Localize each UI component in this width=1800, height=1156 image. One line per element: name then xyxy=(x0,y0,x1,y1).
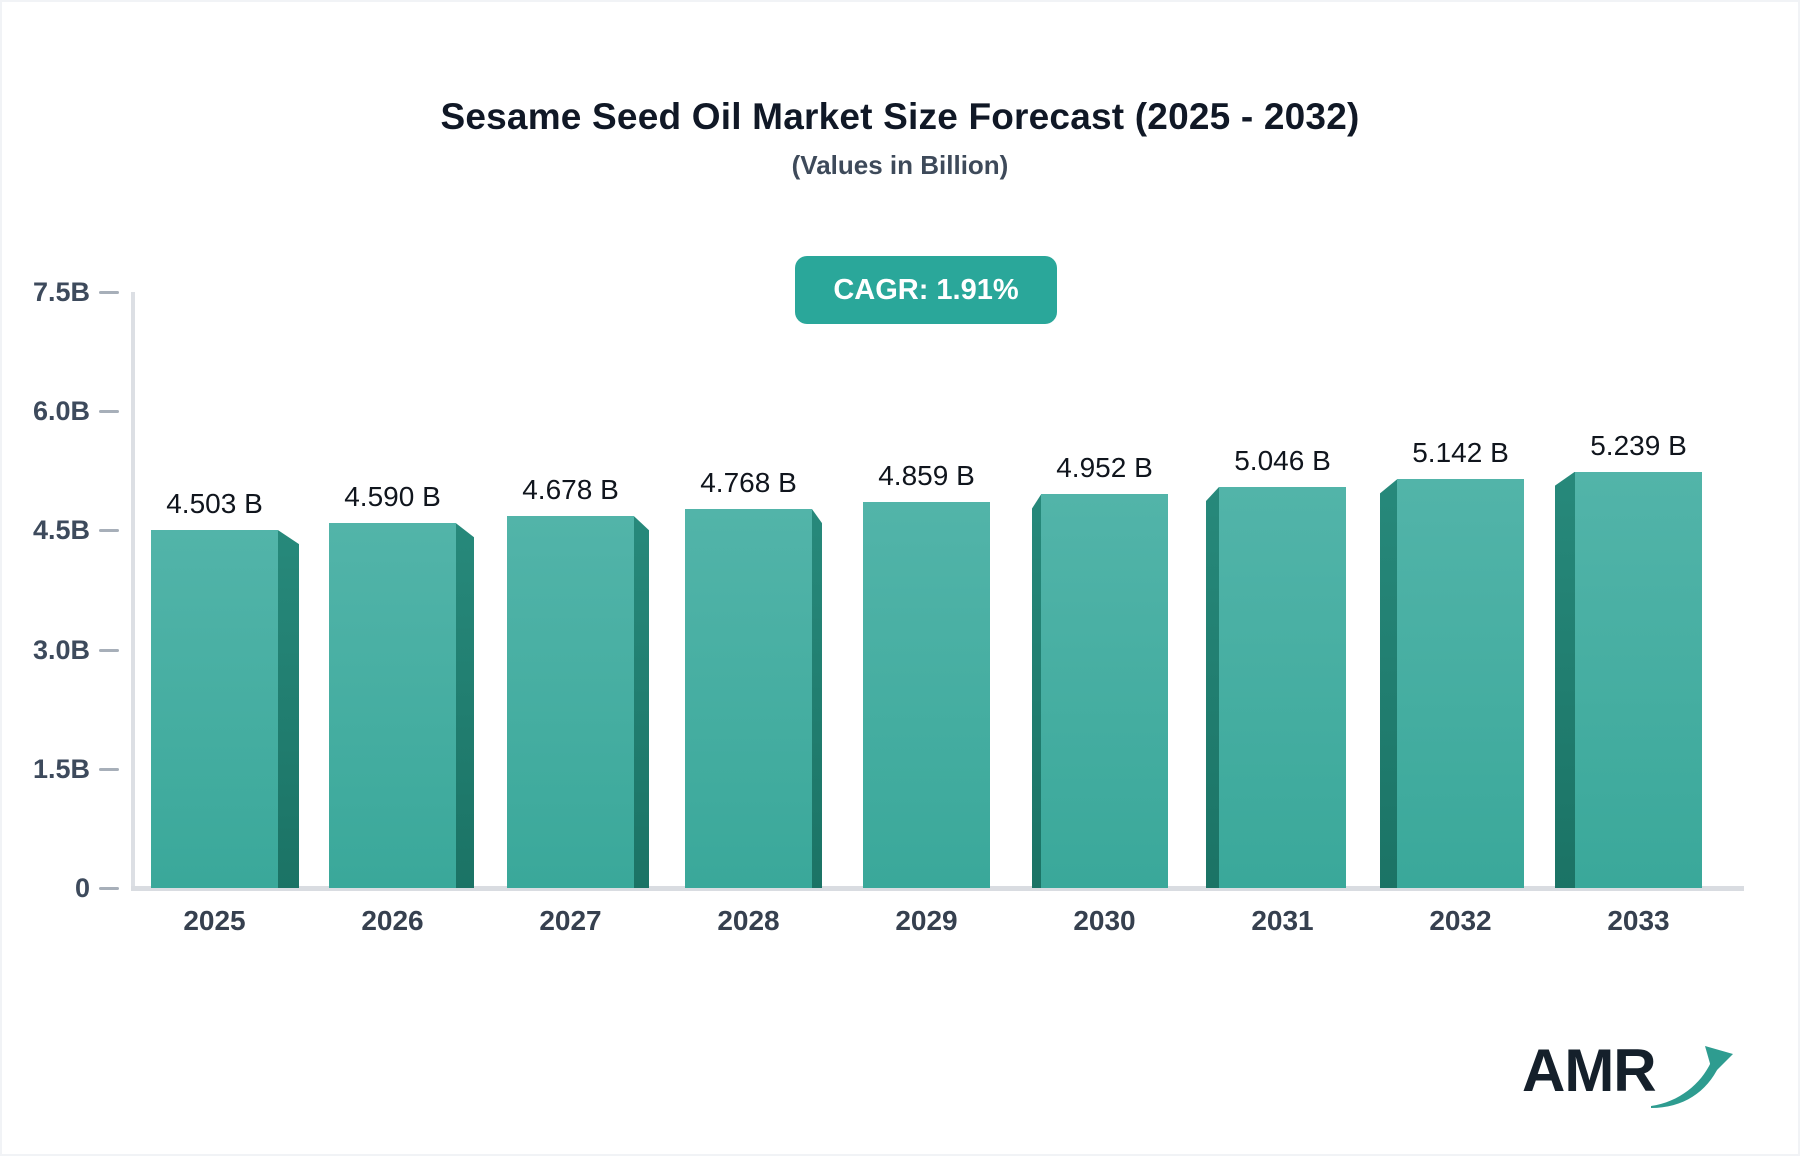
bar-3d-side xyxy=(634,516,649,888)
cagr-badge-label: CAGR: 1.91% xyxy=(833,273,1019,306)
bar-value-label: 4.952 B xyxy=(1056,452,1153,484)
bar-value-label: 5.142 B xyxy=(1412,437,1509,469)
y-axis-tick xyxy=(99,291,119,294)
bar-3d-side xyxy=(812,509,822,888)
bar-value-label: 4.590 B xyxy=(344,481,441,513)
bar-value-label: 5.239 B xyxy=(1590,429,1687,461)
x-axis-category-label: 2025 xyxy=(183,905,246,936)
cagr-badge: CAGR: 1.91% xyxy=(795,256,1057,324)
bar xyxy=(863,501,990,888)
y-axis-tick-label: 7.5B xyxy=(32,277,90,307)
x-axis-category-label: 2032 xyxy=(1429,905,1492,936)
y-axis-tick-label: 6.0B xyxy=(32,396,90,427)
bar-value-label: 4.678 B xyxy=(522,474,619,506)
bar-value-label: 5.046 B xyxy=(1234,445,1331,476)
y-axis-tick xyxy=(99,887,119,890)
bar-3d-side xyxy=(456,523,474,888)
y-axis-tick xyxy=(99,410,119,414)
bar xyxy=(1397,479,1524,888)
bar-3d-side xyxy=(278,530,299,888)
x-axis-category-label: 2026 xyxy=(361,905,424,936)
y-axis-tick xyxy=(99,529,119,533)
chart-title: Sesame Seed Oil Market Size Forecast (20… xyxy=(440,96,1360,137)
amr-logo: AMR xyxy=(1522,1024,1742,1124)
bar-3d-side xyxy=(1206,487,1219,888)
bar-3d-side xyxy=(1380,479,1397,888)
growth-arrow-icon xyxy=(1651,1046,1733,1108)
y-axis-tick xyxy=(99,648,119,652)
bar xyxy=(1041,494,1168,888)
x-axis-category-label: 2028 xyxy=(717,905,780,936)
y-axis-tick xyxy=(99,767,119,771)
bar-value-label: 4.768 B xyxy=(700,467,797,499)
bar xyxy=(685,509,812,888)
bar-3d-side xyxy=(1555,471,1575,888)
bar xyxy=(1575,471,1702,888)
y-axis-tick-label: 4.5B xyxy=(32,515,90,546)
x-axis-line xyxy=(131,886,1744,891)
y-axis-line xyxy=(131,292,135,891)
x-axis-category-label: 2029 xyxy=(895,905,958,936)
x-axis-category-label: 2030 xyxy=(1073,905,1136,936)
bar-3d-side xyxy=(1032,494,1041,888)
y-axis-tick-label: 3.0B xyxy=(32,634,90,665)
bar xyxy=(329,523,456,888)
amr-logo-text: AMR xyxy=(1522,1037,1657,1104)
x-axis-category-label: 2033 xyxy=(1607,905,1670,936)
chart-subtitle: (Values in Billion) xyxy=(791,150,1009,180)
bar xyxy=(151,530,278,888)
y-axis-tick-label: 0 xyxy=(74,873,90,903)
bar xyxy=(1219,487,1346,888)
y-axis-tick-label: 1.5B xyxy=(32,753,90,784)
x-axis-category-label: 2027 xyxy=(539,905,602,936)
bar xyxy=(507,516,634,888)
bar-value-label: 4.859 B xyxy=(878,459,975,491)
x-axis-category-label: 2031 xyxy=(1251,905,1314,936)
bar-value-label: 4.503 B xyxy=(166,488,263,520)
